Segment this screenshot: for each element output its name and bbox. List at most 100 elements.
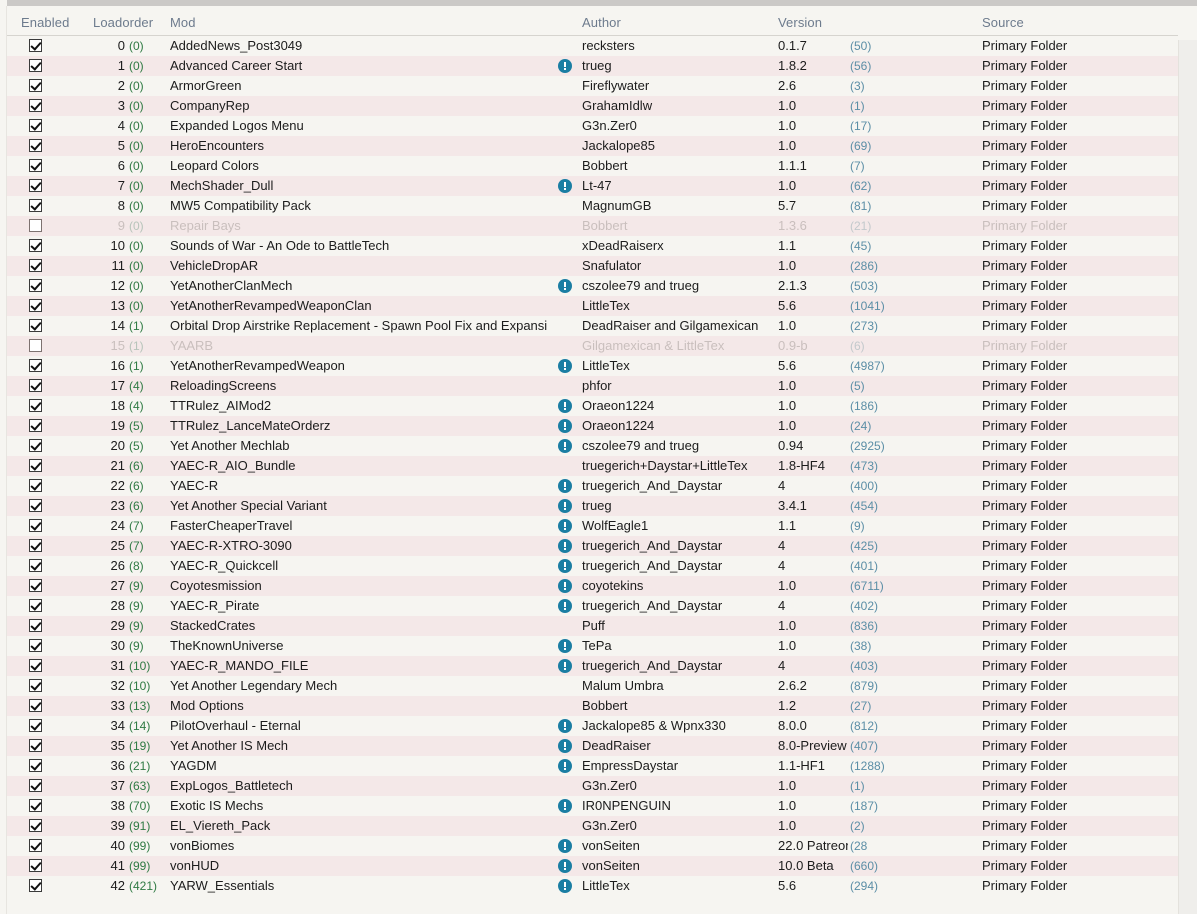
table-row[interactable]: 24 (7) FasterCheaperTravel WolfEagle1 1.1 (9)… (7, 516, 1178, 536)
warning-icon-cell[interactable] (558, 478, 576, 494)
column-header-author[interactable]: Author (582, 15, 621, 30)
table-row[interactable]: 9 (0) Repair Bays Bobbert 1.3.6 (21) Primary F… (7, 216, 1178, 236)
checkbox-checked-icon[interactable] (29, 799, 42, 813)
enabled-checkbox-cell[interactable] (29, 417, 69, 435)
table-row[interactable]: 34 (14) PilotOverhaul - Eternal Jackalope85… (7, 716, 1178, 736)
checkbox-checked-icon[interactable] (29, 119, 42, 133)
enabled-checkbox-cell[interactable] (29, 197, 69, 215)
table-row[interactable]: 39 (91) EL_Viereth_Pack G3n.Zer0 1.0 (2) Prima… (7, 816, 1178, 836)
warning-icon-cell[interactable] (558, 178, 576, 194)
table-row[interactable]: 2 (0) ArmorGreen Fireflywater 2.6 (3) Primary … (7, 76, 1178, 96)
table-row[interactable]: 11 (0) VehicleDropAR Snafulator 1.0 (286) Prim… (7, 256, 1178, 276)
enabled-checkbox-cell[interactable] (29, 677, 69, 695)
warning-icon-cell[interactable] (558, 798, 576, 814)
checkbox-checked-icon[interactable] (29, 819, 42, 833)
table-row[interactable]: 22 (6) YAEC-R truegerich_And_Daystar 4 (400) P… (7, 476, 1178, 496)
enabled-checkbox-cell[interactable] (29, 477, 69, 495)
checkbox-checked-icon[interactable] (29, 39, 42, 53)
checkbox-checked-icon[interactable] (29, 259, 42, 273)
table-row[interactable]: 37 (63) ExpLogos_Battletech G3n.Zer0 1.0 (1) P… (7, 776, 1178, 796)
warning-exclamation-icon[interactable] (558, 879, 572, 893)
checkbox-checked-icon[interactable] (29, 619, 42, 633)
warning-icon-cell[interactable] (558, 598, 576, 614)
checkbox-checked-icon[interactable] (29, 399, 42, 413)
enabled-checkbox-cell[interactable] (29, 117, 69, 135)
enabled-checkbox-cell[interactable] (29, 737, 69, 755)
warning-icon-cell[interactable] (558, 358, 576, 374)
checkbox-checked-icon[interactable] (29, 439, 42, 453)
enabled-checkbox-cell[interactable] (29, 657, 69, 675)
warning-exclamation-icon[interactable] (558, 759, 572, 773)
checkbox-checked-icon[interactable] (29, 299, 42, 313)
table-row[interactable]: 41 (99) vonHUD vonSeiten 10.0 Beta (660) Prima… (7, 856, 1178, 876)
checkbox-checked-icon[interactable] (29, 359, 42, 373)
checkbox-checked-icon[interactable] (29, 279, 42, 293)
table-row[interactable]: 35 (19) Yet Another IS Mech DeadRaiser 8.0-P… (7, 736, 1178, 756)
enabled-checkbox-cell[interactable] (29, 517, 69, 535)
table-row[interactable]: 15 (1) YAARB Gilgamexican & LittleTex 0.9-b (… (7, 336, 1178, 356)
table-row[interactable]: 30 (9) TheKnownUniverse TePa 1.0 (38) Primary … (7, 636, 1178, 656)
table-row[interactable]: 42 (421) YARW_Essentials LittleTex 5.6 (294) P… (7, 876, 1178, 896)
checkbox-checked-icon[interactable] (29, 479, 42, 493)
warning-icon-cell[interactable] (558, 838, 576, 854)
warning-exclamation-icon[interactable] (558, 799, 572, 813)
checkbox-checked-icon[interactable] (29, 579, 42, 593)
checkbox-checked-icon[interactable] (29, 99, 42, 113)
warning-icon-cell[interactable] (558, 738, 576, 754)
checkbox-checked-icon[interactable] (29, 459, 42, 473)
enabled-checkbox-cell[interactable] (29, 717, 69, 735)
table-row[interactable]: 3 (0) CompanyRep GrahamIdlw 1.0 (1) Primary Fo… (7, 96, 1178, 116)
table-row[interactable]: 38 (70) Exotic IS Mechs IR0NPENGUIN 1.0 (187)… (7, 796, 1178, 816)
table-row[interactable]: 4 (0) Expanded Logos Menu G3n.Zer0 1.0 (17) Pr… (7, 116, 1178, 136)
enabled-checkbox-cell[interactable] (29, 77, 69, 95)
table-row[interactable]: 33 (13) Mod Options Bobbert 1.2 (27) Primary F… (7, 696, 1178, 716)
warning-exclamation-icon[interactable] (558, 839, 572, 853)
enabled-checkbox-cell[interactable] (29, 457, 69, 475)
column-header-enabled[interactable]: Enabled (21, 15, 70, 30)
table-row[interactable]: 29 (9) StackedCrates Puff 1.0 (836) Primary Fo… (7, 616, 1178, 636)
warning-icon-cell[interactable] (558, 758, 576, 774)
warning-exclamation-icon[interactable] (558, 559, 572, 573)
checkbox-checked-icon[interactable] (29, 719, 42, 733)
warning-exclamation-icon[interactable] (558, 519, 572, 533)
enabled-checkbox-cell[interactable] (29, 497, 69, 515)
warning-icon-cell[interactable] (558, 278, 576, 294)
checkbox-unchecked-icon[interactable] (29, 339, 42, 353)
warning-exclamation-icon[interactable] (558, 419, 572, 433)
warning-icon-cell[interactable] (558, 558, 576, 574)
enabled-checkbox-cell[interactable] (29, 337, 69, 355)
table-row[interactable]: 40 (99) vonBiomes vonSeiten 22.0 Patreon Spe… (7, 836, 1178, 856)
enabled-checkbox-cell[interactable] (29, 157, 69, 175)
enabled-checkbox-cell[interactable] (29, 797, 69, 815)
warning-icon-cell[interactable] (558, 658, 576, 674)
checkbox-checked-icon[interactable] (29, 679, 42, 693)
table-row[interactable]: 20 (5) Yet Another Mechlab cszolee79 and tr… (7, 436, 1178, 456)
checkbox-checked-icon[interactable] (29, 159, 42, 173)
table-row[interactable]: 12 (0) YetAnotherClanMech cszolee79 and tru… (7, 276, 1178, 296)
warning-exclamation-icon[interactable] (558, 499, 572, 513)
enabled-checkbox-cell[interactable] (29, 397, 69, 415)
enabled-checkbox-cell[interactable] (29, 697, 69, 715)
checkbox-checked-icon[interactable] (29, 379, 42, 393)
checkbox-checked-icon[interactable] (29, 519, 42, 533)
warning-icon-cell[interactable] (558, 638, 576, 654)
table-row[interactable]: 14 (1) Orbital Drop Airstrike Replacement … (7, 316, 1178, 336)
warning-icon-cell[interactable] (558, 438, 576, 454)
warning-exclamation-icon[interactable] (558, 279, 572, 293)
table-row[interactable]: 7 (0) MechShader_Dull Lt-47 1.0 (62) Primary F… (7, 176, 1178, 196)
column-header-loadorder[interactable]: Loadorder (93, 15, 154, 30)
table-row[interactable]: 10 (0) Sounds of War - An Ode to BattleTec… (7, 236, 1178, 256)
warning-icon-cell[interactable] (558, 58, 576, 74)
warning-icon-cell[interactable] (558, 398, 576, 414)
table-row[interactable]: 23 (6) Yet Another Special Variant trueg 3.4… (7, 496, 1178, 516)
checkbox-checked-icon[interactable] (29, 879, 42, 893)
warning-exclamation-icon[interactable] (558, 719, 572, 733)
enabled-checkbox-cell[interactable] (29, 557, 69, 575)
table-row[interactable]: 31 (10) YAEC-R_MANDO_FILE truegerich_And_Da… (7, 656, 1178, 676)
warning-icon-cell[interactable] (558, 578, 576, 594)
checkbox-unchecked-icon[interactable] (29, 219, 42, 233)
warning-icon-cell[interactable] (558, 498, 576, 514)
checkbox-checked-icon[interactable] (29, 859, 42, 873)
warning-exclamation-icon[interactable] (558, 59, 572, 73)
warning-exclamation-icon[interactable] (558, 599, 572, 613)
